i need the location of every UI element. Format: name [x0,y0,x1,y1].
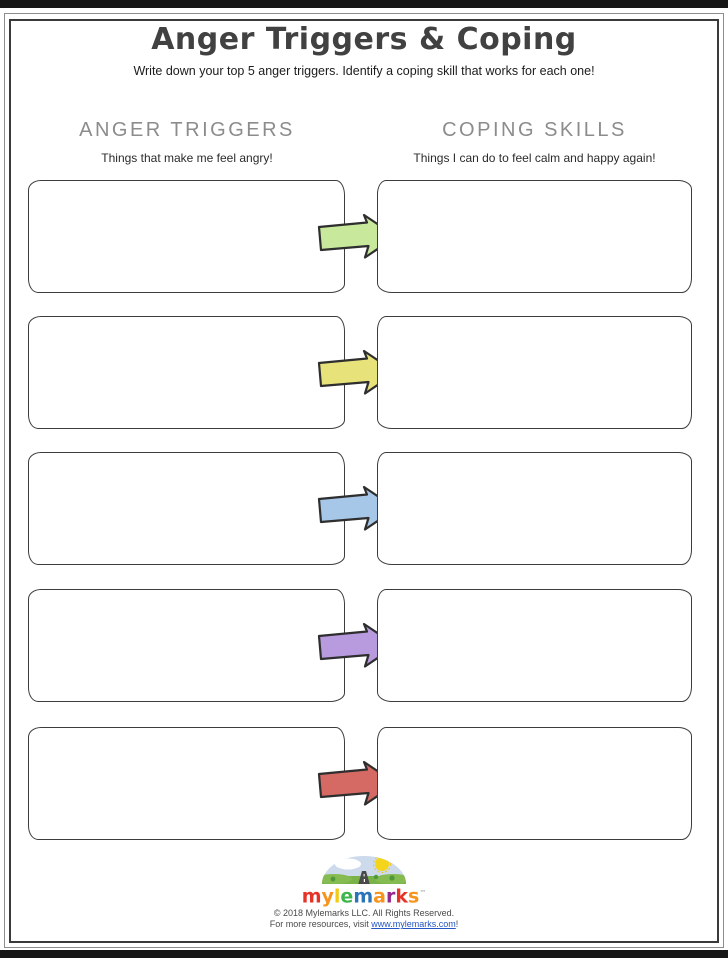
resources-prefix: For more resources, visit [269,919,372,930]
coping-input-3[interactable] [377,452,692,565]
coping-input-5[interactable] [377,727,692,840]
page-top-edge [0,0,728,8]
anger-triggers-subheader: Things that make me feel angry! [101,151,273,165]
outer-border-frame [4,13,724,948]
worksheet-row [0,589,728,702]
worksheet-row [0,316,728,429]
logo-letter: m [301,885,322,908]
anger-triggers-header: ANGER TRIGGERS [79,119,295,141]
instructions-text: Write down your top 5 anger triggers. Id… [133,64,595,78]
mylemarks-link[interactable]: www.mylemarks.com [371,919,456,930]
trigger-input-2[interactable] [28,316,345,429]
worksheet-row [0,180,728,293]
logo-letter: a [373,885,386,908]
logo-letter: m [353,885,374,908]
logo-letter: e [340,885,354,908]
resources-text: For more resources, visit www.mylemarks.… [0,919,728,929]
logo-letter: y [321,885,334,908]
page-bottom-edge [0,950,728,958]
coping-input-4[interactable] [377,589,692,702]
logo-letter: l [333,885,341,908]
coping-input-2[interactable] [377,316,692,429]
mylemarks-logo-text: mylemarks™ [0,883,728,906]
coping-skills-subheader: Things I can do to feel calm and happy a… [413,151,656,165]
copyright-text: © 2018 Mylemarks LLC. All Rights Reserve… [273,908,455,919]
logo-letter: k [395,885,408,908]
logo-letter: s [407,885,420,908]
trigger-input-3[interactable] [28,452,345,565]
page-title: Anger Triggers & Coping [151,22,577,57]
trigger-input-1[interactable] [28,180,345,293]
worksheet-row [0,727,728,840]
trigger-input-5[interactable] [28,727,345,840]
coping-skills-header: COPING SKILLS [442,119,627,141]
inner-border-frame [9,19,719,943]
logo-letter: r [385,885,396,908]
mylemarks-logo-icon [322,856,406,884]
footer: mylemarks™ © 2018 Mylemarks LLC. All Rig… [0,854,728,929]
coping-input-1[interactable] [377,180,692,293]
resources-suffix: ! [455,919,459,930]
trademark-symbol: ™ [419,889,427,897]
trigger-input-4[interactable] [28,589,345,702]
worksheet-row [0,452,728,565]
